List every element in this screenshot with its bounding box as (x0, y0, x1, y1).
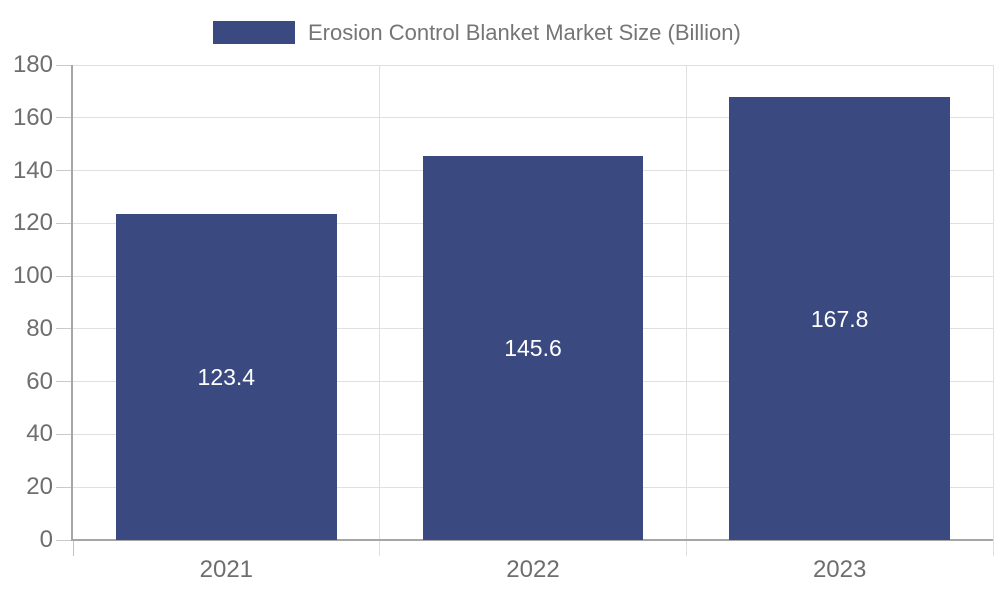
y-tick-label: 120 (12, 209, 53, 237)
legend-swatch (213, 21, 295, 44)
y-axis-tick (56, 170, 73, 172)
y-tick-label: 140 (12, 156, 53, 184)
bar-2022[interactable] (422, 155, 644, 540)
y-axis-tick (56, 275, 73, 277)
bar-2023[interactable] (729, 97, 951, 540)
y-tick-label: 20 (26, 473, 53, 501)
y-axis-line (71, 65, 73, 540)
x-axis-tick (685, 540, 687, 556)
bar-value-label: 167.8 (810, 305, 869, 332)
gridline-vertical (685, 65, 687, 540)
y-axis-tick (56, 64, 73, 66)
gridline-horizontal (73, 64, 993, 66)
x-axis-tick (72, 540, 74, 556)
gridline-horizontal (73, 117, 993, 119)
gridline-vertical (379, 65, 381, 540)
x-tick-label: 2021 (199, 556, 254, 583)
x-tick-label: 2022 (506, 556, 560, 583)
legend-item[interactable]: Erosion Control Blanket Market Size (Bil… (213, 19, 741, 46)
gridline-vertical (992, 65, 994, 540)
y-tick-label: 40 (26, 420, 53, 448)
y-axis-tick (56, 117, 73, 119)
y-axis-tick (56, 539, 73, 541)
x-axis-tick (992, 540, 994, 556)
bar-value-label: 145.6 (504, 334, 562, 361)
y-axis-tick (56, 222, 73, 224)
y-tick-label: 180 (12, 51, 53, 78)
y-axis-tick (56, 433, 73, 435)
y-tick-label: 60 (26, 367, 53, 395)
y-axis-tick (56, 328, 73, 330)
y-tick-label: 0 (39, 526, 53, 553)
y-axis-tick (56, 486, 73, 488)
y-tick-label: 100 (12, 262, 53, 290)
x-tick-label: 2023 (812, 556, 867, 583)
bar-value-label: 123.4 (197, 364, 256, 391)
y-axis-tick (56, 381, 73, 383)
bar-2021[interactable] (115, 214, 337, 540)
y-tick-label: 80 (26, 314, 53, 342)
x-axis-line (71, 539, 993, 541)
x-axis-tick (379, 540, 381, 556)
legend-label: Erosion Control Blanket Market Size (Bil… (308, 19, 741, 45)
y-tick-label: 160 (12, 103, 53, 131)
